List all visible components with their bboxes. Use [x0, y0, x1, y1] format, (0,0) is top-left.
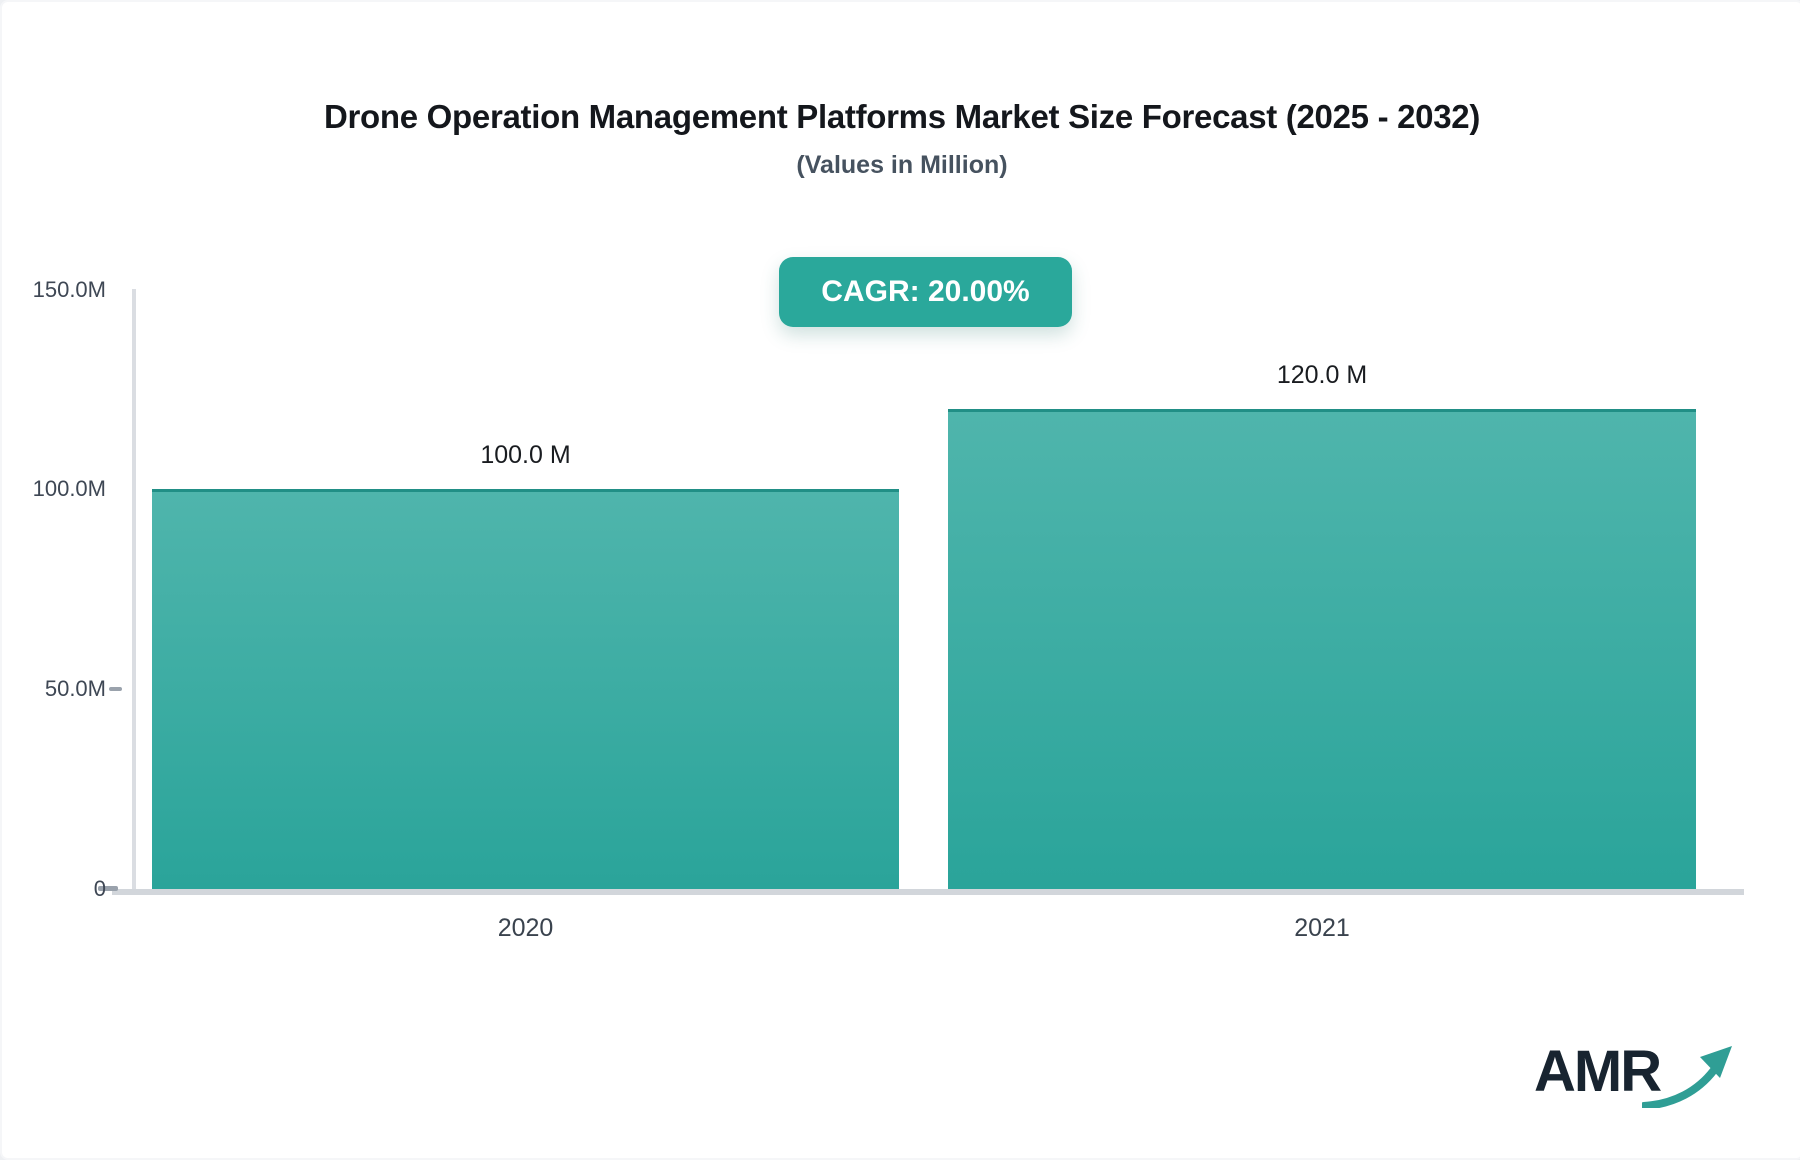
- cagr-badge: CAGR: 20.00%: [779, 257, 1072, 327]
- x-tick-label: 2020: [497, 914, 554, 942]
- y-tick-label: 0: [93, 876, 106, 901]
- chart-title: Drone Operation Management Platforms Mar…: [323, 98, 1481, 135]
- bar-2020: [152, 489, 899, 889]
- x-tick-label: 2021: [1294, 914, 1350, 942]
- x-axis-line: [112, 889, 1744, 895]
- y-tick-mark-0: [98, 886, 118, 891]
- y-tick-label: 100.0M: [32, 476, 106, 501]
- amr-logo: AMR: [1534, 1032, 1734, 1122]
- bar-2021: [948, 409, 1696, 889]
- bar-value-label: 100.0 M: [480, 441, 571, 469]
- growth-arrow-icon: [1642, 1046, 1732, 1108]
- y-tick-mark-50m: [109, 687, 122, 691]
- bar-value-label: 120.0 M: [1276, 361, 1368, 389]
- y-tick-label: 150.0M: [32, 277, 106, 302]
- y-tick-label: 50.0M: [44, 676, 106, 701]
- y-axis-line: [132, 289, 136, 895]
- amr-logo-text: AMR: [1534, 1039, 1662, 1104]
- chart-subtitle: (Values in Million): [796, 151, 1008, 179]
